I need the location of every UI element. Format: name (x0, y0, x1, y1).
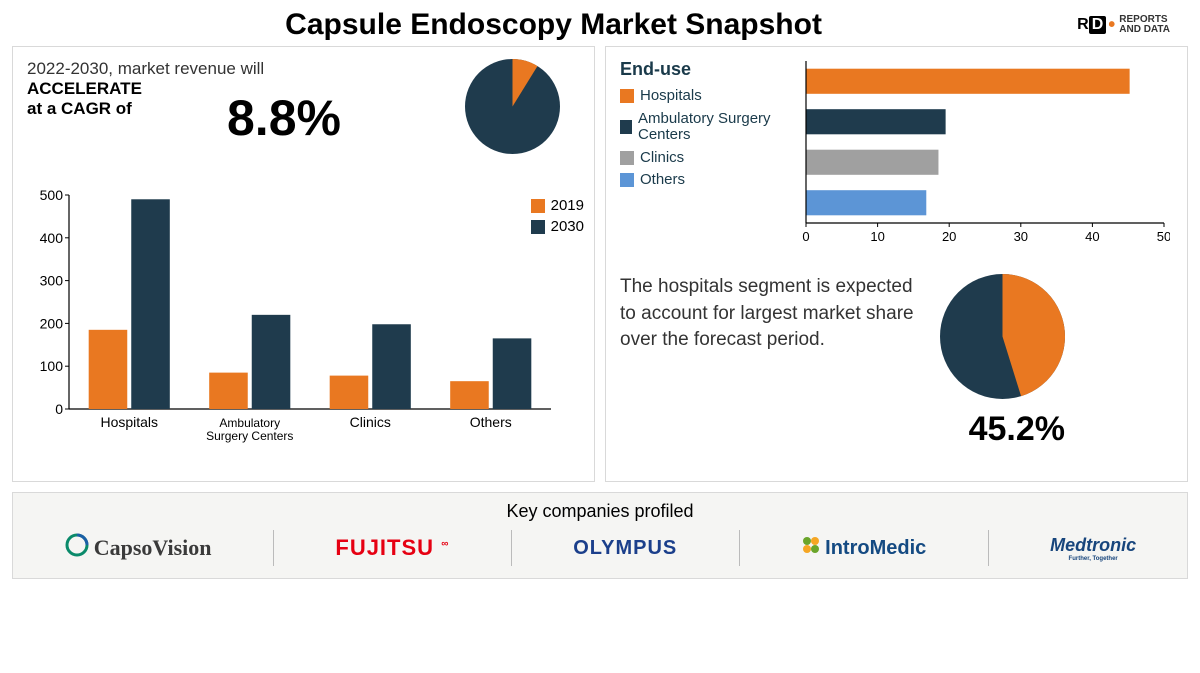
svg-text:Hospitals: Hospitals (100, 414, 158, 430)
svg-text:50: 50 (1157, 229, 1170, 244)
share-value: 45.2% (940, 410, 1065, 449)
cagr-line2b: at a CAGR of (27, 99, 132, 119)
end-use-title: End-use (620, 59, 800, 80)
svg-text:200: 200 (40, 315, 64, 331)
svg-text:300: 300 (40, 273, 64, 289)
svg-text:100: 100 (40, 358, 64, 374)
svg-text:40: 40 (1085, 229, 1099, 244)
cagr-line2a: ACCELERATE (27, 79, 142, 99)
grouped-bar-chart: 0 100 200 300 400 500 Hospitals AmbulatorySurge… (27, 189, 580, 469)
share-pie-chart (940, 274, 1065, 404)
svg-text:Ambulatory: Ambulatory (219, 416, 280, 430)
hbar-legend: HospitalsAmbulatory Surgery CentersClini… (620, 88, 800, 189)
cagr-value: 8.8% (227, 89, 341, 147)
company-olympus: OLYMPUS (573, 537, 677, 560)
company-capsovision: CapsoVision (64, 532, 212, 564)
svg-text:500: 500 (40, 189, 64, 203)
page-title: Capsule Endoscopy Market Snapshot (30, 8, 1077, 42)
company-intromedic: IntroMedic (801, 535, 926, 561)
svg-text:0: 0 (802, 229, 809, 244)
companies-title: Key companies profiled (13, 501, 1187, 522)
left-panel: 2022-2030, market revenue will ACCELERAT… (12, 46, 595, 482)
company-medtronic: Medtronic Further, Together (1050, 535, 1136, 562)
svg-text:0: 0 (55, 401, 63, 417)
hbar-chart: 0 10 20 30 40 50 (800, 59, 1173, 254)
brand-logo: RD• REPORTS AND DATA (1077, 15, 1170, 35)
right-panel: End-use HospitalsAmbulatory Surgery Cent… (605, 46, 1188, 482)
hospitals-text: The hospitals segment is expected to acc… (620, 274, 920, 354)
svg-text:10: 10 (870, 229, 884, 244)
svg-text:30: 30 (1014, 229, 1028, 244)
svg-text:Surgery Centers: Surgery Centers (206, 429, 293, 443)
svg-text:Others: Others (470, 414, 512, 430)
svg-text:20: 20 (942, 229, 956, 244)
company-fujitsu: FUJITSU ∞ (335, 535, 449, 561)
svg-text:Clinics: Clinics (350, 414, 391, 430)
mini-pie-chart (465, 59, 560, 159)
brand-text2: AND DATA (1119, 24, 1170, 35)
companies-section: Key companies profiled CapsoVision FUJIT… (12, 492, 1188, 579)
svg-text:400: 400 (40, 230, 64, 246)
